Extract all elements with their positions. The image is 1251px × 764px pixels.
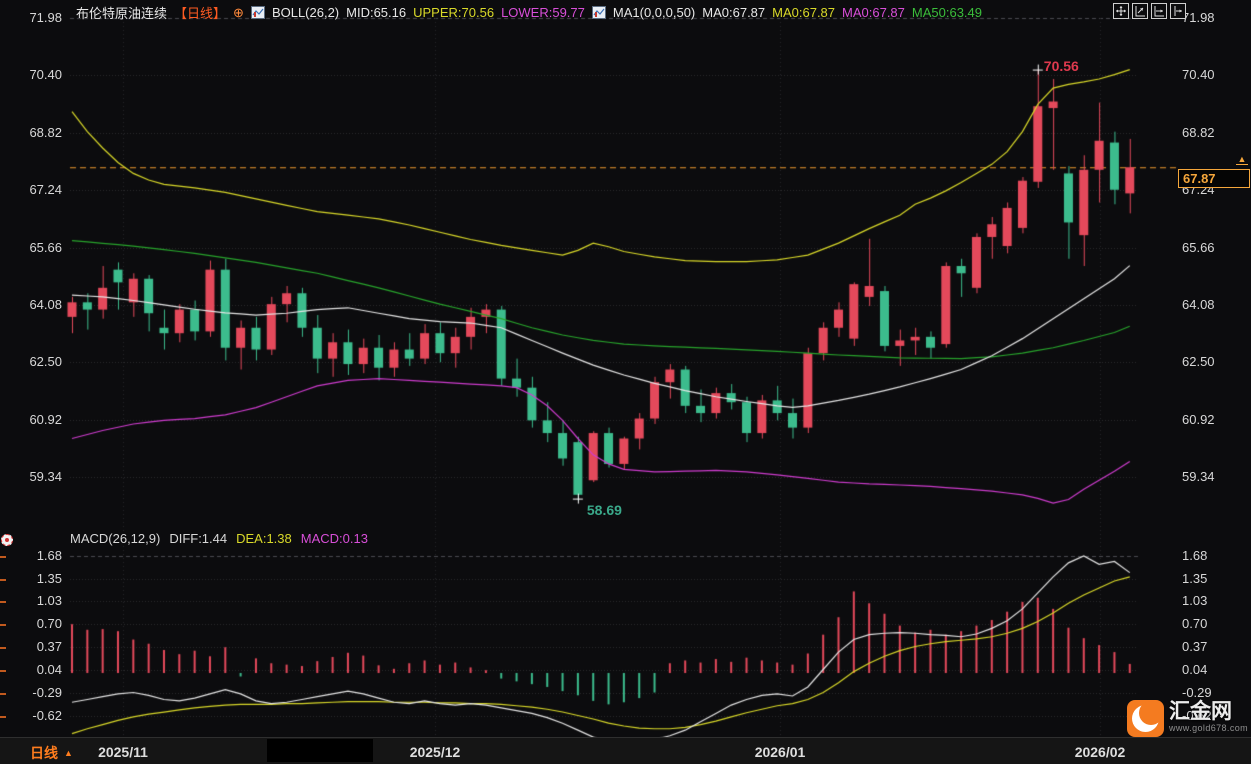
boll-upper-value: UPPER:70.56 bbox=[413, 5, 495, 20]
period-up-triangle-icon: ▲ bbox=[64, 748, 73, 758]
macd-tick-left: 1.35 bbox=[36, 570, 62, 586]
price-tick-left: 65.66 bbox=[29, 239, 62, 255]
shift-right-icon[interactable] bbox=[1170, 3, 1186, 19]
period-selector[interactable]: 日线 ▲ bbox=[30, 743, 73, 763]
ma50-value: MA50:63.49 bbox=[911, 5, 982, 20]
price-tick-left: 71.98 bbox=[29, 10, 62, 25]
macd-tick-right: 1.35 bbox=[1182, 570, 1208, 586]
ma0-yellow-value: MA0:67.87 bbox=[772, 5, 836, 20]
high-price-annotation: 70.56 bbox=[1043, 57, 1079, 74]
huijin-logo-icon bbox=[1127, 700, 1164, 737]
boll-indicator-icon[interactable] bbox=[250, 6, 265, 19]
macd-tick-left: 0.04 bbox=[36, 662, 62, 678]
macd-tick-right: 0.04 bbox=[1182, 662, 1208, 678]
redacted-label bbox=[267, 739, 373, 762]
month-label: 2026/01 bbox=[754, 744, 806, 760]
x-axis-scale-icon[interactable] bbox=[1151, 3, 1167, 19]
macd-macd-value: MACD:0.13 bbox=[300, 531, 368, 546]
price-tick-right: 60.92 bbox=[1182, 411, 1215, 427]
ma-label: MA1(0,0,0,50) bbox=[612, 5, 696, 20]
chart-header: 布伦特原油连续 【日线】 ⊕ BOLL(26,2) MID:65.16 UPPE… bbox=[76, 3, 982, 22]
site-watermark: 汇金网 www.gold678.com bbox=[1127, 700, 1248, 737]
macd-axis-dash bbox=[0, 624, 6, 627]
price-tick-left: 64.08 bbox=[29, 296, 62, 312]
period-tag[interactable]: 【日线】 bbox=[174, 6, 227, 21]
y-axis-scale-icon[interactable] bbox=[1132, 3, 1148, 19]
ma0-white-value: MA0:67.87 bbox=[702, 5, 766, 20]
month-label: 2026/02 bbox=[1074, 744, 1126, 760]
macd-tick-right: -0.62 bbox=[1182, 708, 1212, 724]
boll-lower-value: LOWER:59.77 bbox=[501, 5, 585, 20]
price-tick-left: 67.24 bbox=[29, 182, 62, 198]
macd-axis-dash bbox=[0, 716, 6, 719]
price-tick-right: 65.66 bbox=[1182, 239, 1215, 255]
macd-tick-right: 0.70 bbox=[1182, 616, 1208, 632]
macd-tick-left: 0.70 bbox=[36, 616, 62, 632]
price-tick-right: 68.82 bbox=[1182, 124, 1215, 140]
macd-title: MACD(26,12,9) bbox=[70, 531, 161, 546]
macd-tick-left: 0.37 bbox=[36, 639, 62, 655]
price-tick-left: 59.34 bbox=[29, 469, 62, 484]
price-tick-right: 70.40 bbox=[1182, 67, 1215, 83]
macd-tick-left: -0.62 bbox=[32, 708, 62, 724]
boll-label: BOLL(26,2) bbox=[271, 5, 340, 20]
month-label: 2025/12 bbox=[409, 744, 461, 760]
macd-tick-right: 0.37 bbox=[1182, 639, 1208, 655]
watermark-url: www.gold678.com bbox=[1169, 723, 1249, 733]
price-tick-right: 62.50 bbox=[1182, 354, 1215, 370]
macd-tick-left: 1.68 bbox=[36, 547, 62, 563]
macd-axis-dash bbox=[0, 647, 6, 650]
ma-indicator-icon[interactable] bbox=[591, 6, 606, 19]
macd-tick-right: 1.03 bbox=[1182, 593, 1208, 609]
ma0-magenta-value: MA0:67.87 bbox=[842, 5, 905, 20]
macd-axis-dash bbox=[0, 601, 6, 604]
macd-axis-dash bbox=[0, 670, 6, 673]
macd-pane-marker-icon[interactable] bbox=[1, 534, 13, 546]
month-label: 2025/11 bbox=[98, 744, 148, 760]
period-selector-label[interactable]: 日线 bbox=[30, 745, 58, 761]
macd-tick-left: 1.03 bbox=[36, 593, 62, 609]
price-up-arrow-icon: ▲ bbox=[1236, 154, 1248, 166]
macd-diff-value: DIFF:1.44 bbox=[169, 531, 228, 546]
price-tick-left: 68.82 bbox=[29, 124, 62, 140]
price-tick-left: 70.40 bbox=[29, 67, 62, 83]
price-tick-right: 64.08 bbox=[1182, 296, 1215, 312]
macd-axis-dash bbox=[0, 578, 6, 581]
macd-tick-left: -0.29 bbox=[32, 685, 62, 701]
macd-axis-dash bbox=[0, 555, 6, 558]
move-tool-icon[interactable] bbox=[1113, 3, 1129, 19]
macd-tick-right: -0.29 bbox=[1182, 685, 1212, 701]
macd-dea-value: DEA:1.38 bbox=[236, 531, 292, 546]
macd-axis-dash bbox=[0, 693, 6, 696]
current-price-tag: 67.87 bbox=[1178, 169, 1250, 189]
low-price-annotation: 58.69 bbox=[586, 501, 622, 518]
price-tick-left: 62.50 bbox=[29, 354, 62, 370]
macd-tick-right: 1.68 bbox=[1182, 547, 1208, 563]
chart-toolbar bbox=[1113, 3, 1186, 19]
time-axis-bar: 日线 ▲ 2025/11 2025/12 2026/01 2026/02 bbox=[0, 737, 1251, 764]
price-tick-left: 60.92 bbox=[29, 411, 62, 427]
macd-header: MACD(26,12,9) DIFF:1.44 DEA:1.38 MACD:0.… bbox=[70, 531, 368, 546]
price-tick-right: 59.34 bbox=[1182, 469, 1215, 484]
indicator-settings-icon[interactable]: ⊕ bbox=[233, 5, 244, 20]
watermark-name: 汇金网 bbox=[1169, 700, 1232, 723]
symbol-name: 布伦特原油连续 bbox=[76, 6, 168, 21]
price-tick-right: 71.98 bbox=[1182, 10, 1215, 25]
boll-mid-value: MID:65.16 bbox=[346, 5, 407, 20]
